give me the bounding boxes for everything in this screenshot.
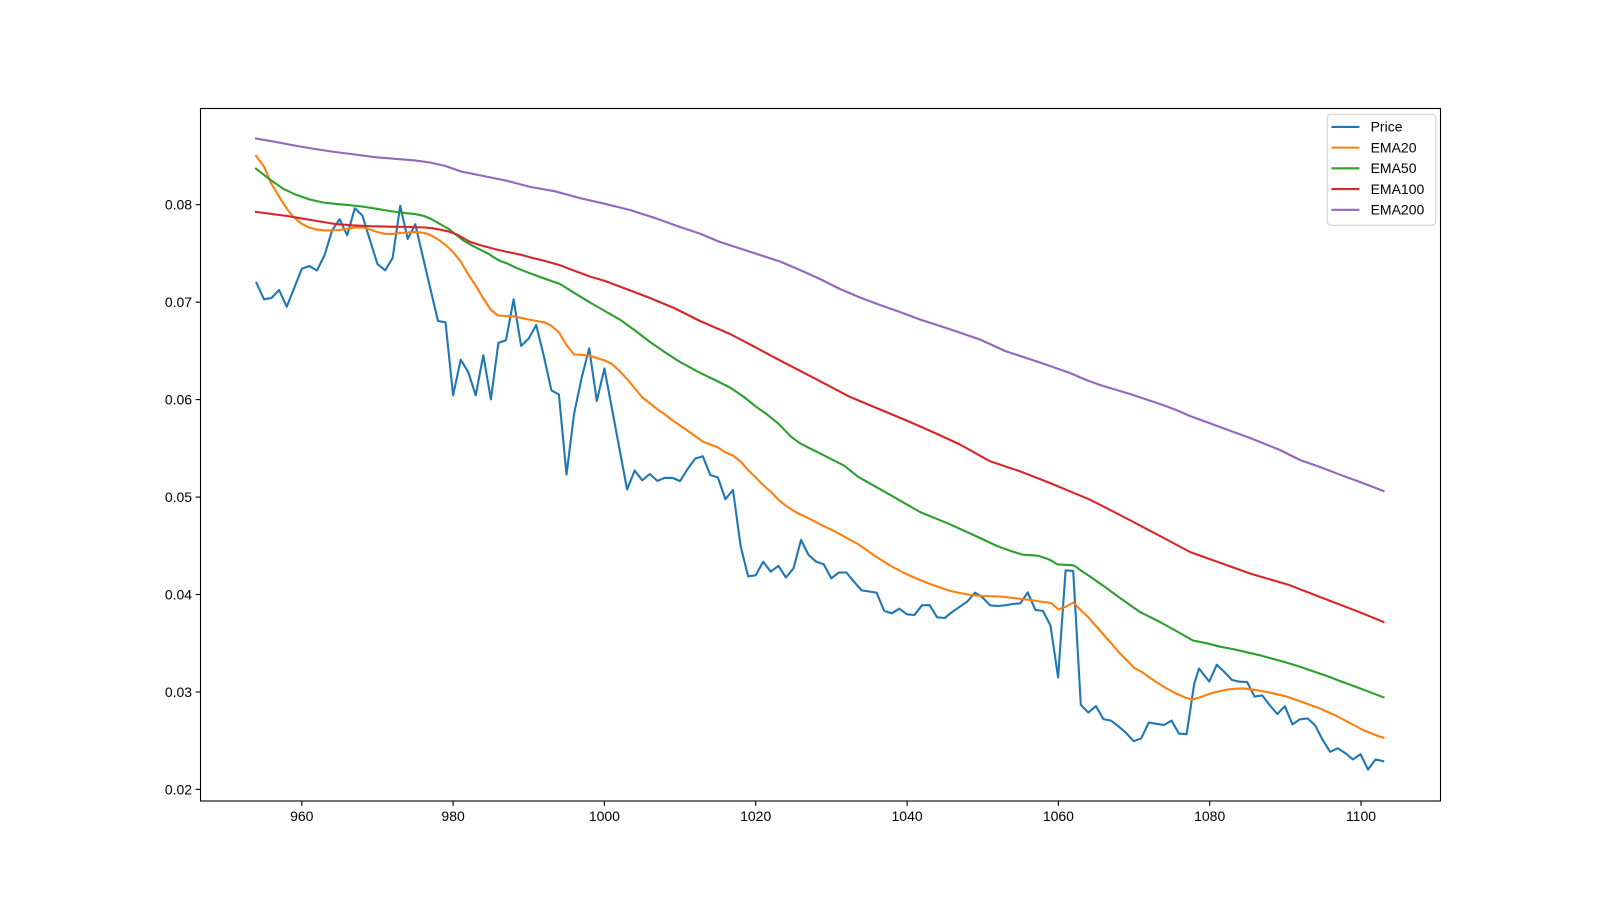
svg-text:1020: 1020 [740,808,771,824]
svg-text:EMA200: EMA200 [1371,202,1425,218]
svg-text:0.02: 0.02 [165,781,192,797]
svg-text:EMA20: EMA20 [1371,139,1417,155]
svg-text:0.03: 0.03 [165,684,192,700]
svg-text:0.05: 0.05 [165,489,192,505]
svg-text:0.08: 0.08 [165,197,192,213]
svg-text:0.06: 0.06 [165,392,192,408]
svg-text:0.04: 0.04 [165,587,192,603]
svg-text:EMA100: EMA100 [1371,181,1425,197]
svg-text:Price: Price [1371,119,1403,135]
svg-text:960: 960 [290,808,314,824]
svg-text:0.07: 0.07 [165,294,192,310]
svg-text:1060: 1060 [1043,808,1074,824]
svg-text:1100: 1100 [1346,808,1376,824]
svg-text:EMA50: EMA50 [1371,160,1417,176]
svg-text:980: 980 [441,808,465,824]
svg-text:1000: 1000 [589,808,620,824]
svg-text:1080: 1080 [1194,808,1225,824]
svg-text:1040: 1040 [892,808,923,824]
